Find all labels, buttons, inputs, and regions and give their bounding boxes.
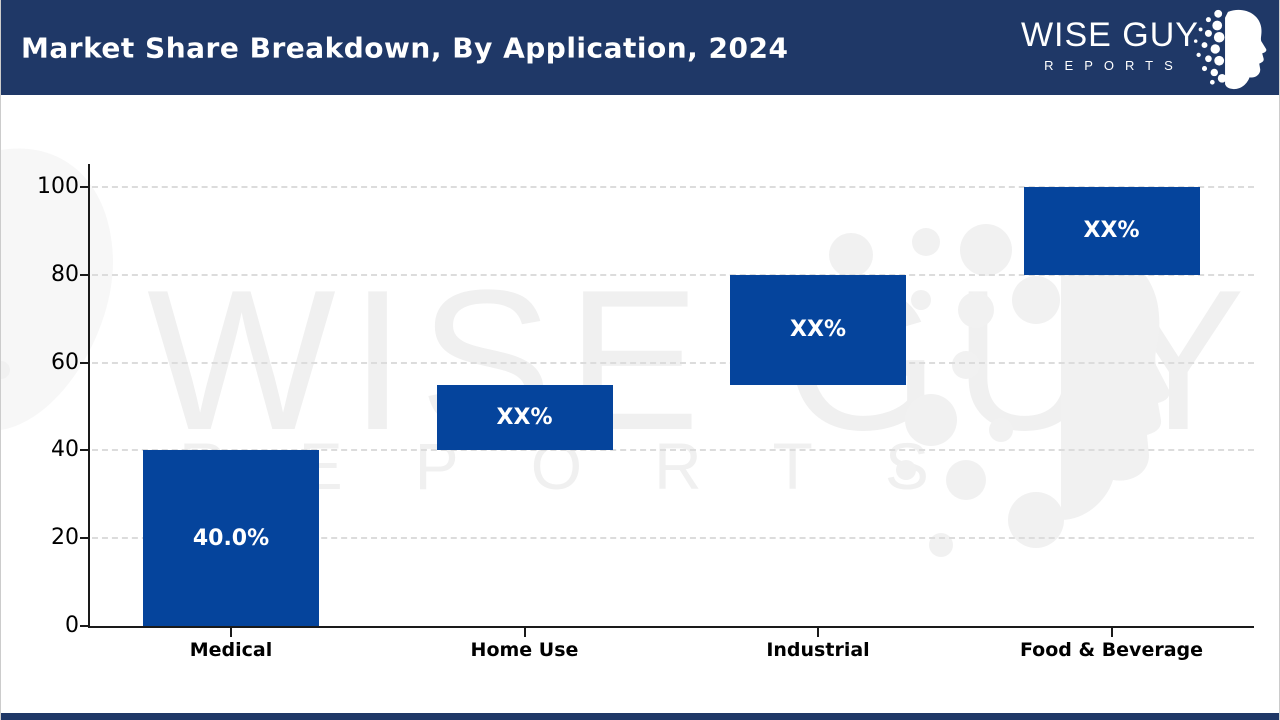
x-category-label-home-use: Home Use: [470, 639, 579, 661]
dotted-head-profile-icon: [1193, 9, 1267, 90]
x-category-label-industrial: Industrial: [766, 639, 870, 661]
wise-guy-reports-logo: WISE GUY REPORTS: [1006, 0, 1271, 95]
footer-bar: [1, 713, 1279, 720]
bar-industrial: XX%: [730, 274, 906, 385]
header-bar: Market Share Breakdown, By Application, …: [1, 0, 1279, 95]
y-tickmark-20: [80, 537, 90, 540]
logo-reports-label: REPORTS: [1044, 58, 1184, 73]
x-axis-spine: [88, 626, 1254, 628]
logo-wiseguy-label: WISE GUY: [1020, 16, 1199, 54]
bar-value-label-industrial: XX%: [790, 317, 846, 343]
y-tick-label-0: 0: [65, 613, 79, 638]
bar-value-label-medical: 40.0%: [192, 525, 270, 551]
y-tickmark-60: [80, 361, 90, 364]
page-title: Market Share Breakdown, By Application, …: [21, 31, 789, 64]
bar-value-label-home-use: XX%: [496, 404, 553, 430]
y-tick-label-40: 40: [51, 437, 79, 463]
bar-value-label-food-beverage: XX%: [1083, 218, 1140, 244]
y-tick-label-20: 20: [51, 525, 79, 551]
y-tickmark-80: [80, 273, 90, 276]
y-axis-spine: [88, 164, 90, 628]
gridline-60: [92, 361, 1254, 364]
bar-home-use: XX%: [436, 384, 613, 451]
y-tickmark-0: [80, 625, 90, 627]
gridline-40: [92, 449, 1254, 452]
gridline-80: [92, 273, 1254, 276]
x-tickmark-food-beverage: [1110, 628, 1113, 637]
y-tickmark-40: [80, 449, 90, 452]
y-tick-label-60: 60: [51, 349, 79, 375]
x-tickmark-home-use: [523, 628, 526, 637]
y-tick-label-80: 80: [51, 261, 79, 287]
x-category-label-food-beverage: Food & Beverage: [1019, 639, 1204, 661]
x-tickmark-industrial: [817, 628, 819, 637]
bar-food-beverage: XX%: [1023, 187, 1200, 275]
logo-text: WISE GUY REPORTS: [1021, 16, 1199, 73]
y-tick-label-100: 100: [37, 174, 79, 199]
x-category-label-medical: Medical: [189, 639, 273, 661]
bar-medical: 40.0%: [143, 450, 319, 626]
gridline-20: [92, 537, 1254, 540]
y-tickmark-100: [80, 186, 90, 188]
gridline-100: [92, 186, 1254, 188]
x-tickmark-medical: [230, 628, 232, 637]
